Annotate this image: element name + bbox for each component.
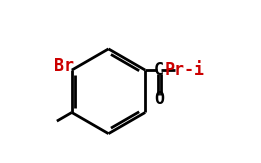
- Text: Br: Br: [54, 57, 74, 75]
- Text: C: C: [154, 61, 164, 79]
- Text: O: O: [154, 90, 164, 108]
- Text: Pr-i: Pr-i: [164, 61, 204, 79]
